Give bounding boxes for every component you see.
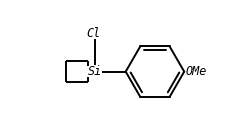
Text: Si: Si [88,65,102,78]
Text: Cl: Cl [86,27,101,40]
Text: OMe: OMe [186,65,207,78]
